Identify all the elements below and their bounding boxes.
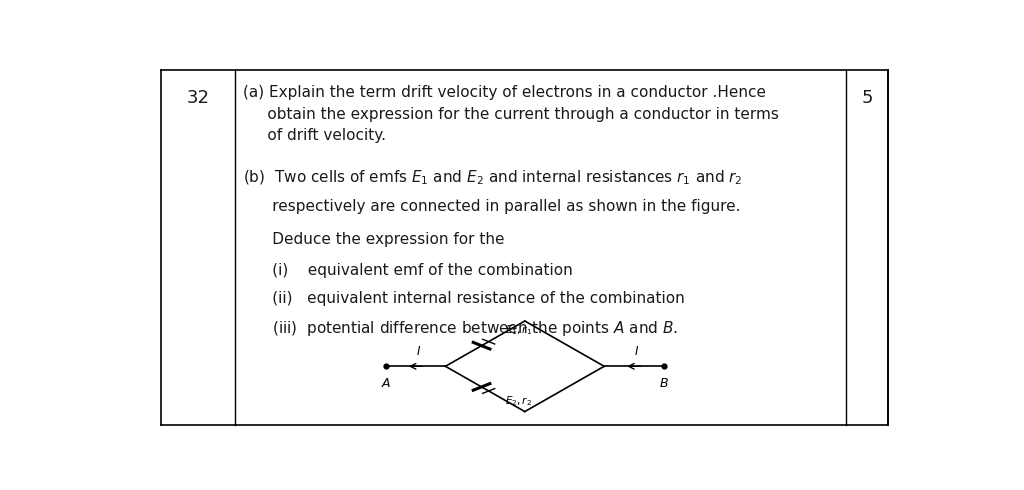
- Text: $E_1,r_1$: $E_1,r_1$: [505, 323, 532, 337]
- Text: (b)  Two cells of emfs $E_1$ and $E_2$ and internal resistances $r_1$ and $r_2$: (b) Two cells of emfs $E_1$ and $E_2$ an…: [243, 168, 742, 187]
- Text: (i)    equivalent emf of the combination: (i) equivalent emf of the combination: [243, 263, 572, 277]
- Text: (iii)  potential difference between the points $A$ and $B$.: (iii) potential difference between the p…: [243, 319, 678, 338]
- Text: A: A: [382, 377, 390, 390]
- Text: (ii)   equivalent internal resistance of the combination: (ii) equivalent internal resistance of t…: [243, 291, 685, 306]
- Text: Deduce the expression for the: Deduce the expression for the: [243, 232, 505, 246]
- Text: I: I: [417, 345, 421, 358]
- Text: 5: 5: [861, 89, 873, 107]
- Text: I: I: [635, 345, 639, 358]
- Text: B: B: [659, 377, 668, 390]
- Text: respectively are connected in parallel as shown in the figure.: respectively are connected in parallel a…: [243, 199, 740, 214]
- Text: 32: 32: [186, 89, 210, 107]
- Text: (a) Explain the term drift velocity of electrons in a conductor .Hence
     obta: (a) Explain the term drift velocity of e…: [243, 85, 779, 144]
- Text: $E_2,r_2$: $E_2,r_2$: [505, 394, 531, 408]
